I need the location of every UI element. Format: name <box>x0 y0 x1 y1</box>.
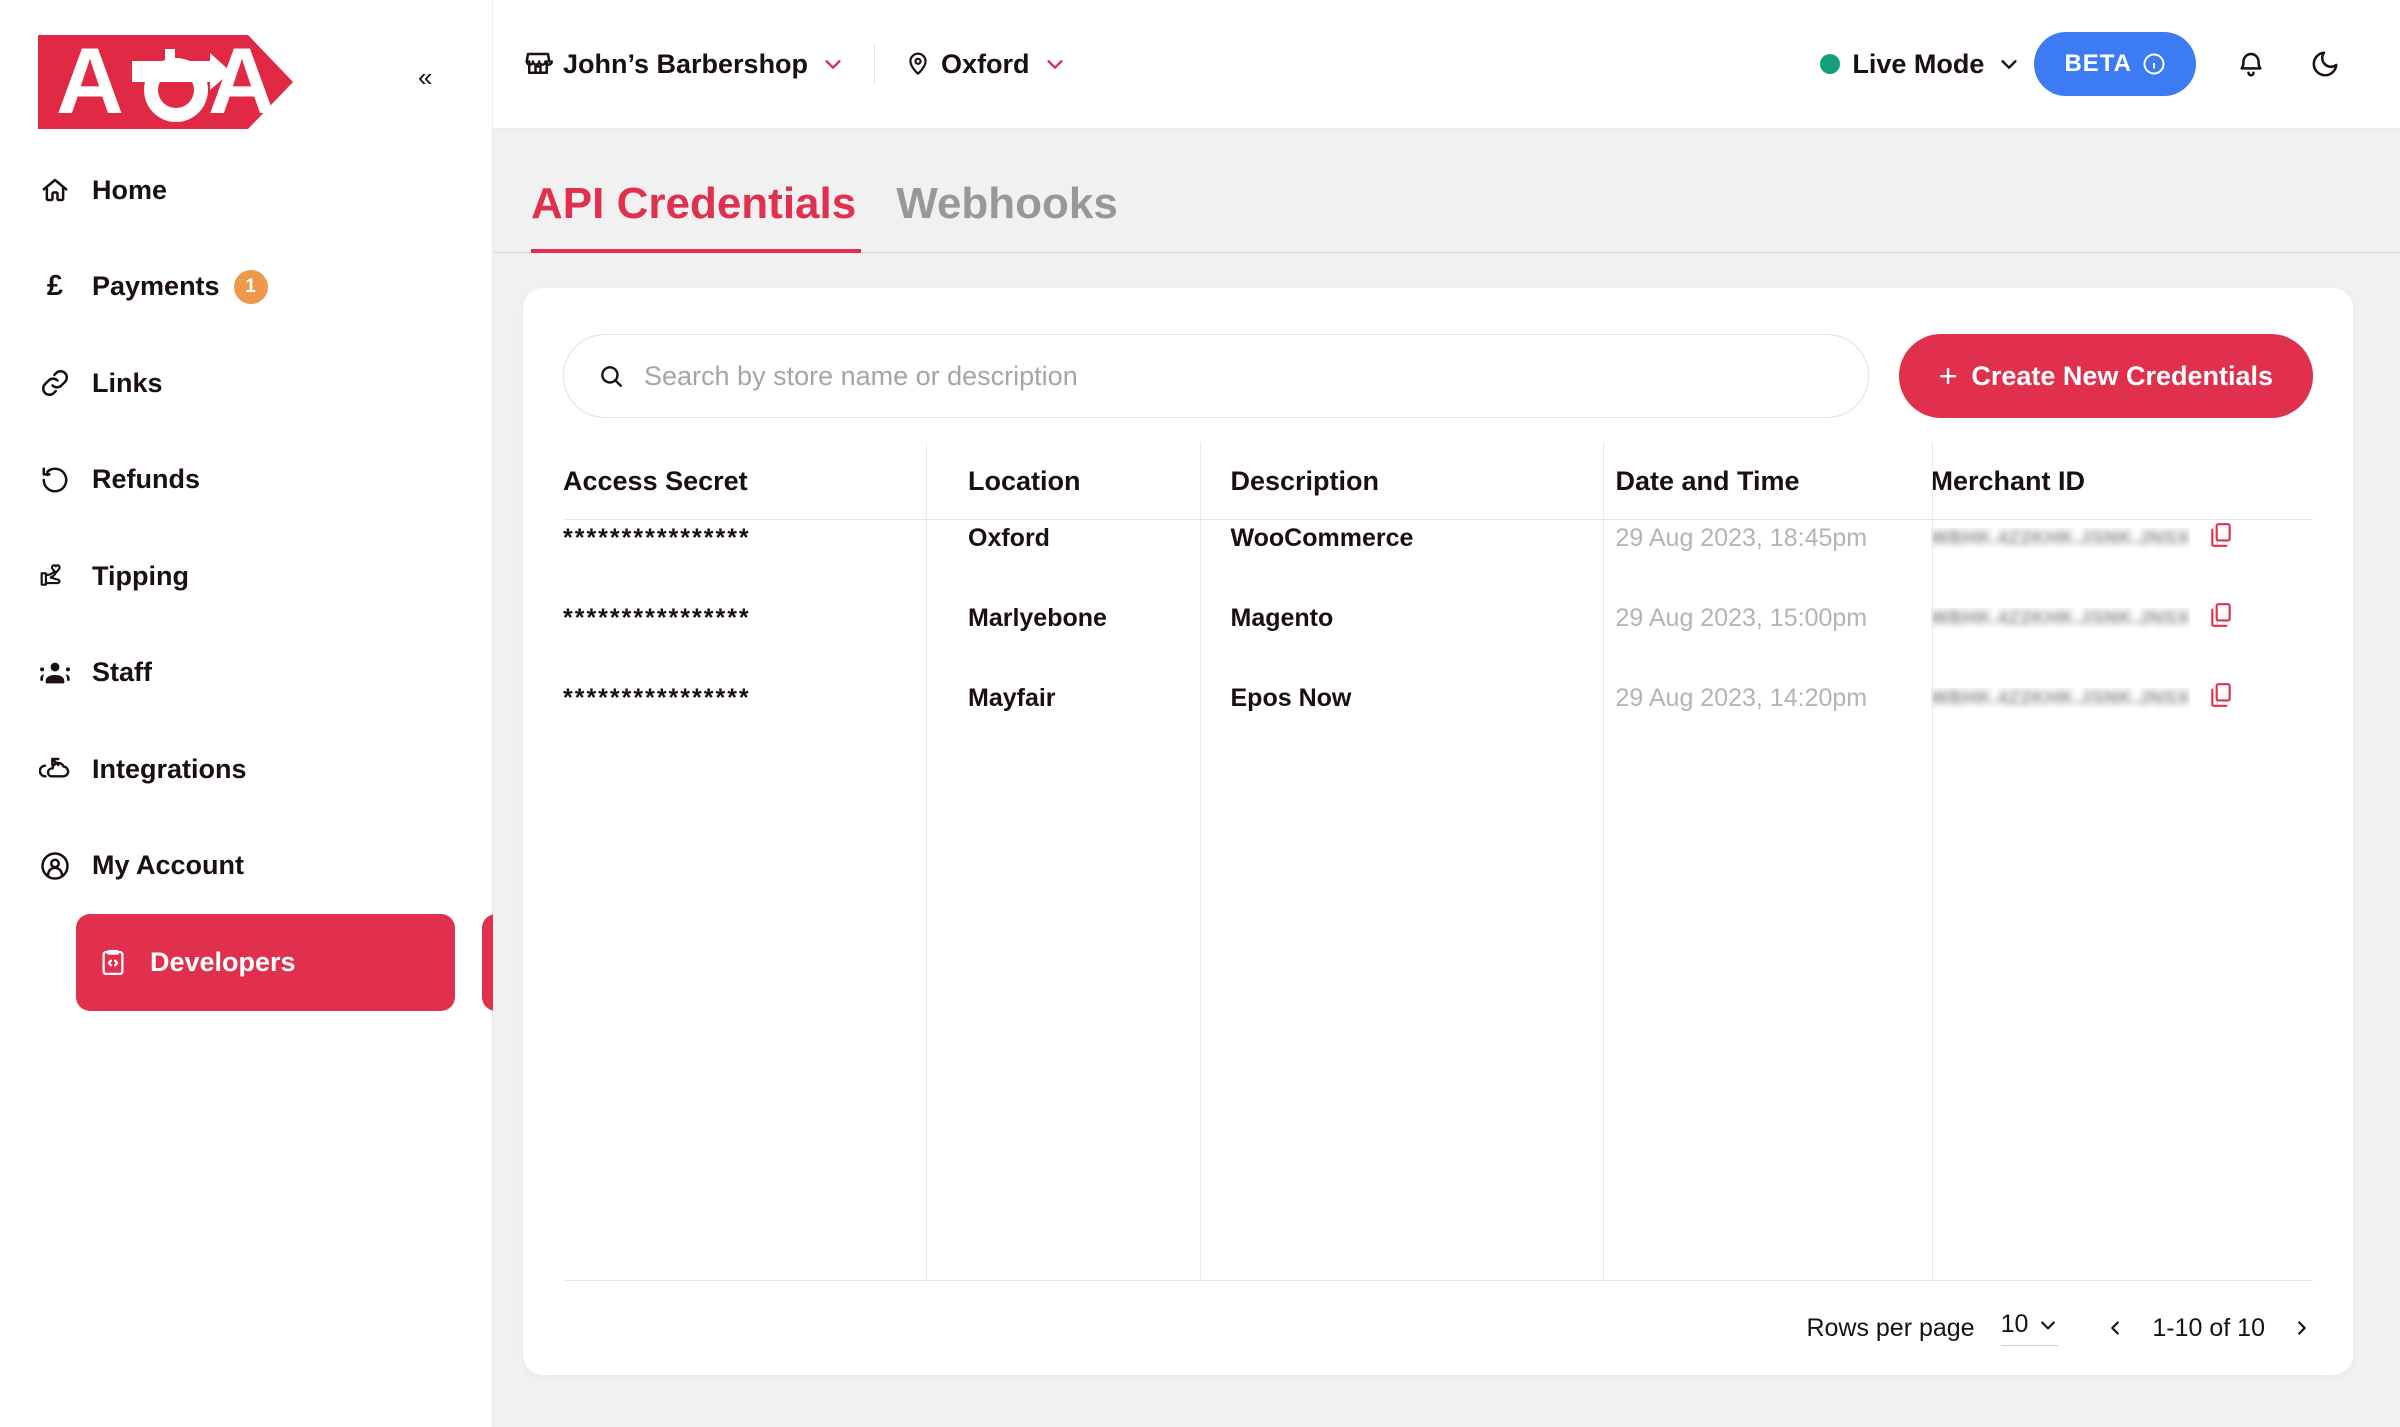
svg-text:A: A <box>56 32 124 132</box>
